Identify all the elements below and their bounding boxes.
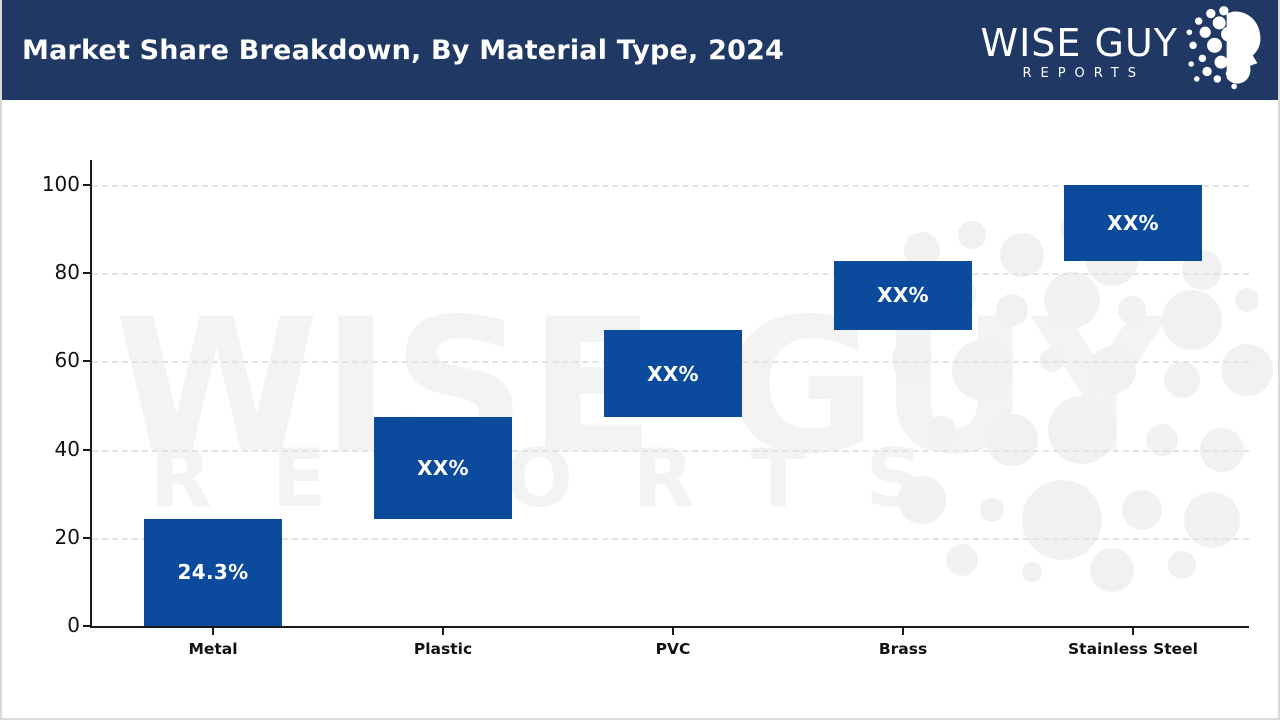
logo-wordmark-line1: WISE GUY — [980, 20, 1178, 65]
y-tick-mark — [83, 360, 90, 363]
gridline — [92, 185, 1249, 187]
bar-value-label: XX% — [647, 361, 699, 386]
x-tick-mark — [212, 628, 214, 635]
watermark-text-reports: REPORTS — [150, 432, 984, 525]
bar-stainless-steel: XX% — [1064, 185, 1202, 262]
bar-metal: 24.3% — [144, 518, 282, 626]
header: Market Share Breakdown, By Material Type… — [2, 0, 1278, 100]
bar-value-label: XX% — [417, 456, 469, 481]
y-tick-label: 60 — [54, 348, 80, 373]
y-tick-mark — [83, 536, 90, 539]
x-tick-label: Metal — [188, 640, 238, 658]
gridline — [92, 273, 1249, 276]
x-tick-label: PVC — [655, 640, 691, 658]
page-title: Market Share Breakdown, By Material Type… — [22, 34, 785, 66]
y-tick-label: 20 — [54, 524, 80, 549]
bar-value-label: XX% — [877, 283, 929, 308]
bar-plastic: XX% — [374, 417, 512, 519]
logo-wordmark-line2: REPORTS — [1022, 65, 1146, 81]
y-tick-label: 80 — [54, 260, 80, 285]
bar-pvc: XX% — [604, 329, 742, 418]
gridline — [92, 537, 1249, 540]
bar-brass: XX% — [834, 261, 972, 330]
x-tick-label: Stainless Steel — [1068, 640, 1198, 658]
bar-value-label: 24.3% — [177, 560, 249, 585]
y-tick-mark — [83, 184, 90, 186]
y-tick-mark — [83, 272, 90, 275]
chart-region: WISE GUY REPORTS 0 20 40 60 80 100 24.3% Metal X… — [2, 100, 1278, 718]
y-tick-label: 0 — [67, 613, 80, 637]
x-tick-mark — [672, 628, 674, 635]
wiseguy-logo: WISE GUY REPORTS — [981, 6, 1264, 94]
x-tick-mark — [442, 628, 444, 635]
gridline — [92, 449, 1249, 452]
x-tick-mark — [902, 628, 904, 635]
y-tick-label: 40 — [54, 436, 80, 461]
y-tick-mark — [83, 625, 90, 627]
logo-wordmark: WISE GUY REPORTS — [981, 24, 1178, 81]
x-tick-mark — [1132, 628, 1134, 635]
x-axis — [90, 626, 1249, 628]
wiseguy-face-icon — [1186, 6, 1261, 90]
x-tick-label: Brass — [878, 640, 928, 658]
y-axis — [90, 160, 92, 628]
y-tick-label: 100 — [41, 172, 80, 196]
y-tick-mark — [83, 448, 90, 451]
bar-value-label: XX% — [1107, 211, 1159, 236]
x-tick-label: Plastic — [413, 640, 473, 658]
